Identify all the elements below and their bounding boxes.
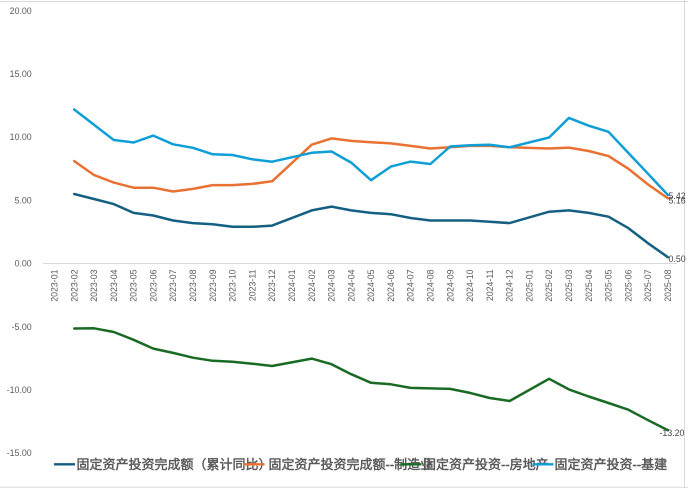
svg-text:0.50: 0.50 [669,254,686,264]
svg-text:2023-05: 2023-05 [129,269,139,301]
svg-text:2023-11: 2023-11 [247,269,257,301]
svg-text:-13.20: -13.20 [660,428,685,438]
svg-text:20.00: 20.00 [10,6,32,16]
svg-text:5.00: 5.00 [15,195,32,205]
svg-text:2025-03: 2025-03 [564,269,574,301]
svg-text:2025-08: 2025-08 [663,269,673,301]
svg-text:-10.00: -10.00 [7,385,32,395]
svg-text:-15.00: -15.00 [7,448,32,458]
svg-text:2024-03: 2024-03 [327,269,337,301]
svg-text:2025-02: 2025-02 [544,269,554,301]
svg-text:2024-10: 2024-10 [465,269,475,301]
svg-text:2023-04: 2023-04 [109,269,119,301]
svg-text:2024-05: 2024-05 [366,269,376,301]
svg-text:-5.00: -5.00 [12,322,32,332]
svg-text:2024-11: 2024-11 [485,269,495,301]
svg-text:2023-06: 2023-06 [148,269,158,301]
svg-text:2023-09: 2023-09 [208,269,218,301]
svg-text:2025-04: 2025-04 [584,269,594,301]
svg-text:2024-09: 2024-09 [445,269,455,301]
svg-text:2023-01: 2023-01 [50,269,60,301]
svg-text:2023-07: 2023-07 [168,269,178,301]
svg-text:2025-05: 2025-05 [604,269,614,301]
svg-text:2024-06: 2024-06 [386,269,396,301]
svg-text:2024-07: 2024-07 [406,269,416,301]
svg-text:固定资产投资--基建: 固定资产投资--基建 [555,457,668,472]
svg-text:2025-01: 2025-01 [525,269,535,301]
svg-text:0.00: 0.00 [15,259,32,269]
svg-text:固定资产投资--房地产: 固定资产投资--房地产 [423,457,549,472]
svg-text:15.00: 15.00 [10,69,32,79]
svg-text:固定资产投资完成额（累计同比）: 固定资产投资完成额（累计同比） [77,457,272,472]
svg-text:10.00: 10.00 [10,132,32,142]
svg-text:2024-12: 2024-12 [505,269,515,301]
svg-text:2025-07: 2025-07 [643,269,653,301]
svg-text:5.16: 5.16 [669,196,686,206]
svg-text:5.42: 5.42 [669,191,686,201]
svg-text:2024-01: 2024-01 [287,269,297,301]
svg-text:2023-02: 2023-02 [69,269,79,301]
svg-text:固定资产投资完成额--制造业: 固定资产投资完成额--制造业 [269,457,434,472]
svg-text:2025-06: 2025-06 [623,269,633,301]
svg-text:2023-08: 2023-08 [188,269,198,301]
svg-text:2024-04: 2024-04 [346,269,356,301]
svg-text:2024-08: 2024-08 [426,269,436,301]
svg-text:2024-02: 2024-02 [307,269,317,301]
svg-text:2023-10: 2023-10 [228,269,238,301]
svg-text:2023-12: 2023-12 [267,269,277,301]
svg-text:2023-03: 2023-03 [89,269,99,301]
